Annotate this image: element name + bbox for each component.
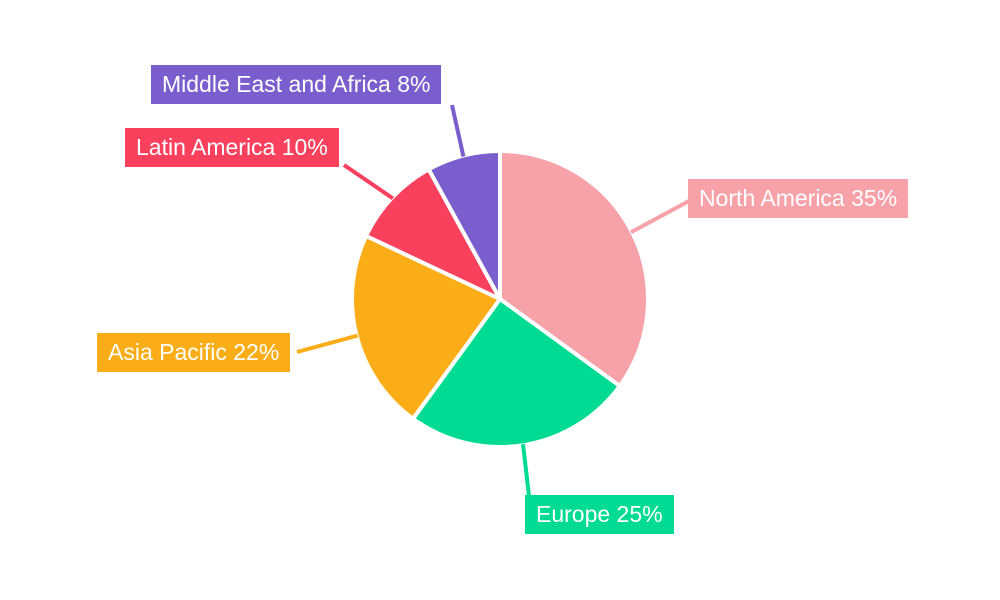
label-north-america: North America 35% [688, 179, 909, 218]
leader-line-latin-america [342, 163, 394, 201]
leader-line-middle-east-and-africa [450, 104, 466, 158]
label-latin-america: Latin America 10% [125, 128, 339, 167]
leader-line-europe [521, 443, 531, 497]
label-middle-east-and-africa: Middle East and Africa 8% [151, 65, 442, 104]
leader-line-asia-pacific [296, 333, 359, 354]
label-europe: Europe 25% [525, 495, 674, 534]
leader-line-north-america [630, 199, 690, 235]
label-asia-pacific: Asia Pacific 22% [97, 333, 291, 372]
